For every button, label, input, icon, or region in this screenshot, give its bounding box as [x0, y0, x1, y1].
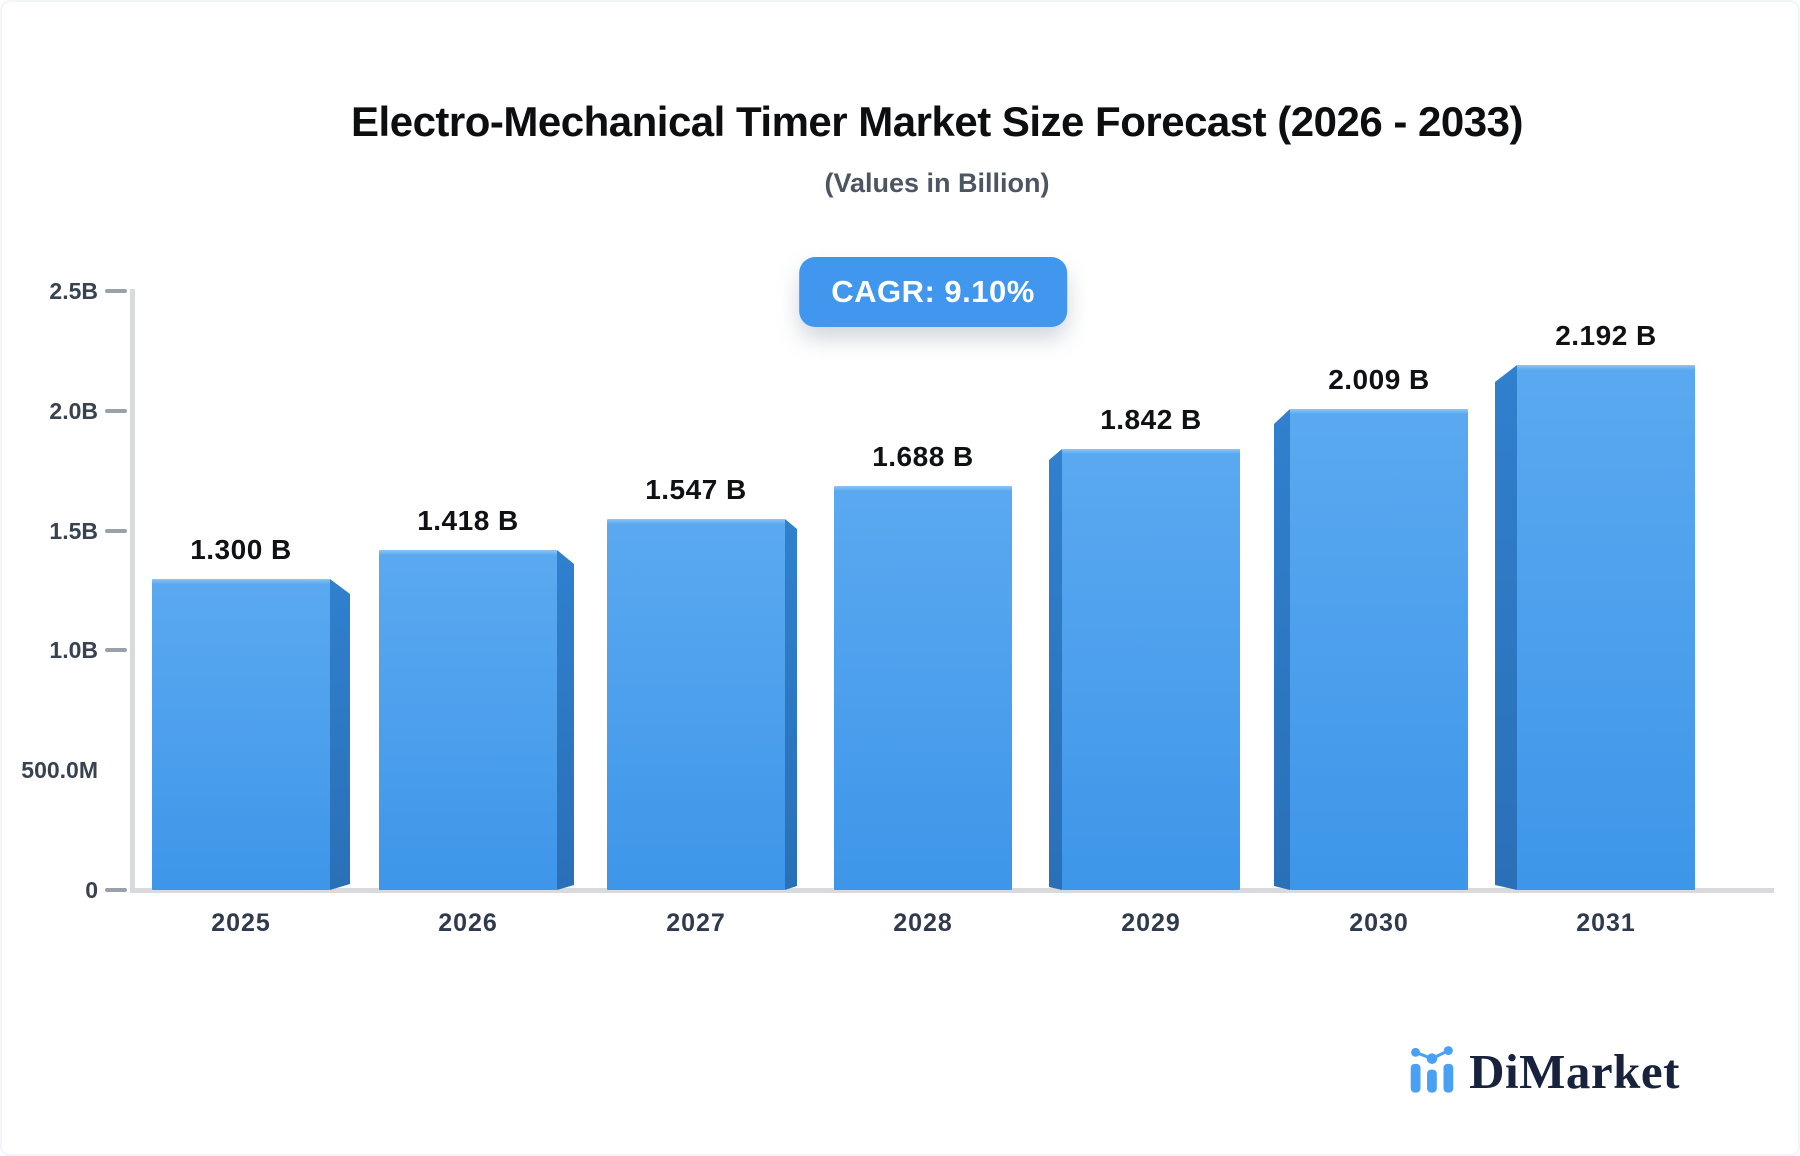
bar-side-panel [557, 550, 574, 890]
bar-side-panel [1495, 365, 1517, 890]
bar-value-label: 2.192 B [1555, 320, 1657, 351]
bar [607, 519, 785, 890]
x-axis-year-label: 2026 [438, 909, 498, 937]
bar-line-chart-icon [1410, 1046, 1454, 1093]
bar [1517, 365, 1695, 890]
bar-side-panel [330, 579, 350, 890]
y-tick-dash [105, 409, 127, 413]
bar-side-panel [785, 519, 797, 890]
x-axis-year-label: 2030 [1349, 909, 1409, 937]
y-tick-dash [105, 648, 127, 652]
x-axis-year-label: 2028 [893, 909, 953, 937]
y-axis-line [130, 289, 135, 890]
y-tick-label: 2.0B [49, 398, 98, 424]
bar-value-label: 1.547 B [645, 474, 747, 505]
bar [1290, 409, 1468, 890]
bar [834, 486, 1012, 890]
y-tick-label: 1.5B [49, 518, 98, 544]
x-axis-year-label: 2029 [1121, 909, 1181, 937]
bar-value-label: 1.688 B [872, 441, 974, 472]
y-tick-dash [105, 888, 127, 892]
y-tick-dash [105, 529, 127, 533]
bar-value-label: 1.418 B [417, 505, 519, 536]
x-axis-year-label: 2031 [1576, 909, 1636, 937]
x-axis-year-label: 2027 [666, 909, 726, 937]
cagr-badge: CAGR: 9.10% [799, 257, 1067, 327]
bar-value-label: 2.009 B [1328, 364, 1430, 395]
bar [1062, 449, 1240, 890]
x-axis-year-label: 2025 [211, 909, 271, 937]
chart-title: Electro-Mechanical Timer Market Size For… [351, 98, 1523, 145]
chart-subtitle: (Values in Billion) [824, 168, 1050, 198]
y-tick-label: 0 [85, 877, 98, 903]
dimarket-logo-text: DiMarket [1469, 1044, 1680, 1099]
bar-side-panel [1049, 449, 1062, 890]
y-tick-label: 2.5B [49, 278, 98, 304]
bar-value-label: 1.300 B [190, 534, 292, 565]
y-tick-label: 500.0M [21, 757, 98, 783]
x-axis-baseline [130, 888, 1774, 893]
bar-value-label: 1.842 B [1100, 404, 1202, 435]
bar [152, 579, 330, 890]
dimarket-logo: DiMarket [1409, 1044, 1680, 1096]
y-tick-label: 1.0B [49, 637, 98, 663]
bar-side-panel [1274, 409, 1290, 890]
bar [379, 550, 557, 890]
y-tick-dash [105, 289, 127, 293]
